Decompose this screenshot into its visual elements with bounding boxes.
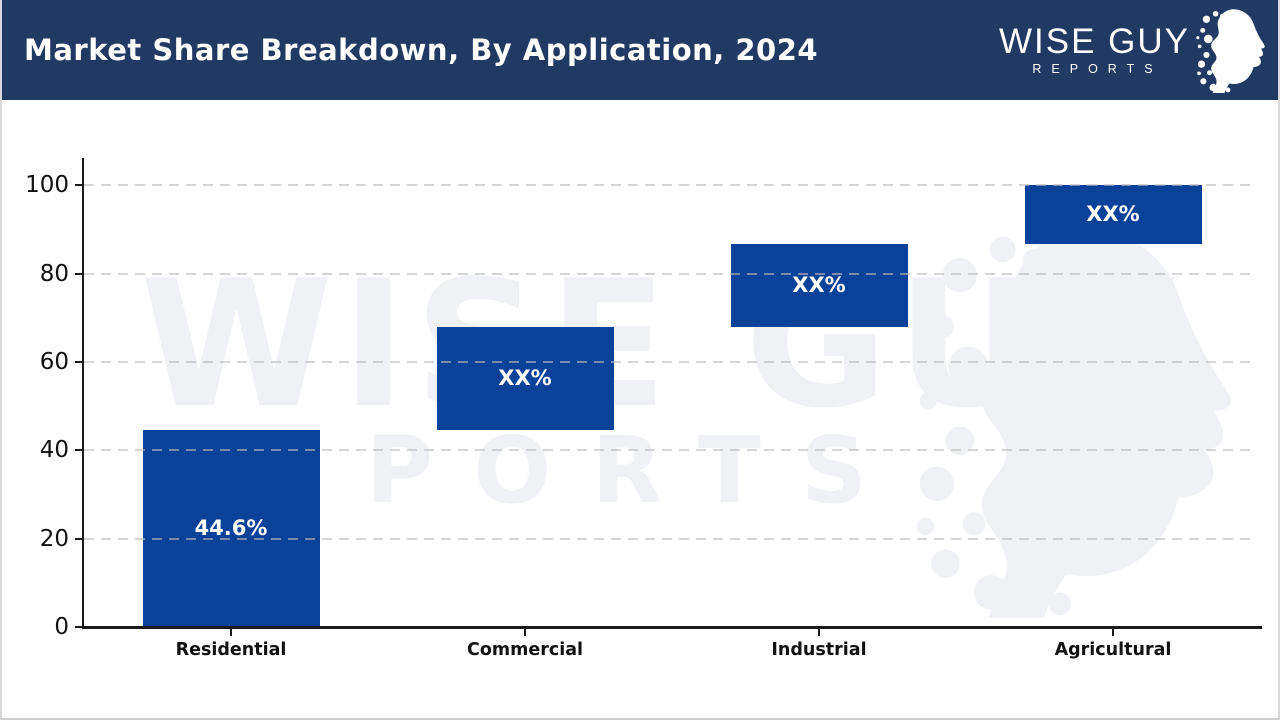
x-tick bbox=[1112, 628, 1114, 636]
logo-subtext: REPORTS bbox=[1032, 62, 1163, 76]
gridline bbox=[84, 449, 1254, 452]
gridline bbox=[84, 360, 1254, 363]
y-axis-spine bbox=[82, 158, 84, 628]
logo-wordmark: WISE GUY bbox=[998, 22, 1190, 61]
logo-text: WISE GUY REPORTS bbox=[999, 24, 1190, 76]
y-tick bbox=[75, 184, 84, 187]
gridline bbox=[84, 537, 1254, 540]
y-tick-label: 60 bbox=[39, 348, 69, 375]
y-tick-label: 100 bbox=[25, 172, 69, 199]
bar-industrial bbox=[730, 243, 908, 327]
y-tick bbox=[75, 272, 84, 275]
logo: WISE GUY REPORTS bbox=[999, 7, 1268, 93]
y-tick-label: 20 bbox=[39, 525, 69, 552]
y-tick-label: 40 bbox=[39, 437, 69, 464]
x-axis-label: Industrial bbox=[771, 640, 867, 660]
x-axis-label: Agricultural bbox=[1054, 640, 1172, 660]
bar-agricultural bbox=[1024, 185, 1202, 244]
x-tick bbox=[230, 628, 232, 636]
x-tick bbox=[524, 628, 526, 636]
header-bar: Market Share Breakdown, By Application, … bbox=[2, 0, 1278, 100]
bar-value-label: XX% bbox=[792, 273, 846, 298]
x-axis-label: Residential bbox=[175, 640, 287, 660]
page-title: Market Share Breakdown, By Application, … bbox=[24, 33, 819, 67]
y-tick-label: 80 bbox=[39, 260, 69, 287]
y-tick bbox=[75, 449, 84, 452]
bar-value-label: XX% bbox=[498, 366, 552, 391]
gridline bbox=[84, 184, 1254, 187]
bar-residential bbox=[142, 429, 320, 627]
y-tick bbox=[75, 360, 84, 363]
bar-commercial bbox=[436, 326, 614, 430]
watermark-head-icon bbox=[912, 228, 1232, 618]
bar-value-label: 44.6% bbox=[194, 516, 268, 541]
y-tick-label: 0 bbox=[54, 614, 69, 640]
bar-value-label: XX% bbox=[1086, 202, 1140, 227]
gridline bbox=[84, 272, 1254, 275]
x-axis-spine bbox=[82, 626, 1262, 629]
x-tick bbox=[818, 628, 820, 636]
y-tick bbox=[75, 537, 84, 540]
x-axis-label: Commercial bbox=[466, 640, 584, 660]
y-tick bbox=[75, 626, 84, 628]
